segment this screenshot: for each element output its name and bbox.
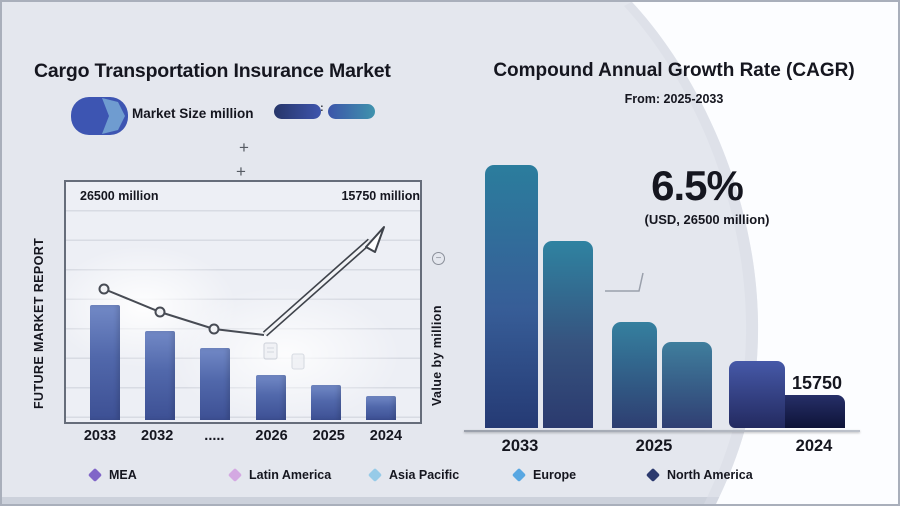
x-axis-label: 2024 [369,428,403,444]
ratio-pill-left [274,104,321,119]
legend-diamond-icon [367,467,383,483]
legend-diamond-icon [511,467,527,483]
legend-label: Europe [533,468,577,482]
market-size-x-axis: 2033 2032..... 2026 2025 2024 [66,428,420,444]
x-axis-label: 2026 [255,428,288,444]
legend-label: MEA [109,468,137,482]
cagr-bar [543,241,593,428]
legend-diamond-icon [645,467,661,483]
future-market-report-watermark: FUTURE MARKET REPORT [32,237,46,409]
legend-label: Asia Pacific [389,468,460,482]
market-size-bar [90,305,120,420]
market-size-bar [200,348,231,420]
cagr-bar [785,395,845,428]
cagr-value: 6.5% [651,162,744,209]
legend-label: Latin America [249,468,332,482]
end-value-2024: 15750 [791,373,843,393]
cagr-bar-pair [485,165,593,428]
x-axis-label: 2033 [83,428,117,444]
cagr-axis-line [464,430,860,432]
page-title: Cargo Transportation Insurance Market [34,60,391,82]
legend-diamond-icon [87,467,103,483]
legend-label: North America [667,468,753,482]
plus-icon: + [236,162,246,181]
ratio-pill-right [328,104,375,119]
legend-item: North America [645,467,753,483]
market-size-bar [365,396,396,420]
cagr-bar [729,361,785,428]
legend-item: Europe [511,467,577,483]
market-size-bar [255,375,286,420]
plus-icon: + [239,138,249,157]
cagr-x-axis-label: 2025 [635,437,673,455]
cagr-bar-pair [729,361,845,428]
legend-item: Latin America [227,467,332,483]
cagr-bar-pair [612,322,712,428]
market-size-bars [66,182,420,420]
cagr-bar [485,165,538,428]
minus-circle-icon: − [432,252,445,265]
cagr-title: Compound Annual Growth Rate (CAGR) [493,60,855,81]
cagr-note: (USD, 26500 million) [644,212,770,227]
x-axis-label: ..... [204,428,225,444]
legend-item: MEA [87,467,137,483]
cagr-x-axis-label: 2024 [795,437,833,455]
start-value-label: 26500 million [80,189,159,203]
market-size-bar [310,385,341,420]
value-by-million-axis-label: Value by million [430,305,444,407]
cagr-subtitle: From: 2025-2033 [624,92,724,106]
legend-item: Asia Pacific [367,467,460,483]
end-value-label: 15750 million [341,189,420,203]
x-axis-label: 2032 [141,428,174,444]
ratio-separator: : [320,102,324,114]
market-size-bar [145,331,176,420]
cagr-bar [662,342,712,428]
legend-diamond-icon [227,467,243,483]
cagr-bar [612,322,657,428]
cagr-x-axis-label: 2033 [501,437,539,455]
market-size-label: Market Size million [132,106,254,121]
x-axis-label: 2025 [312,428,345,444]
database-cylinder-icon [71,97,128,135]
